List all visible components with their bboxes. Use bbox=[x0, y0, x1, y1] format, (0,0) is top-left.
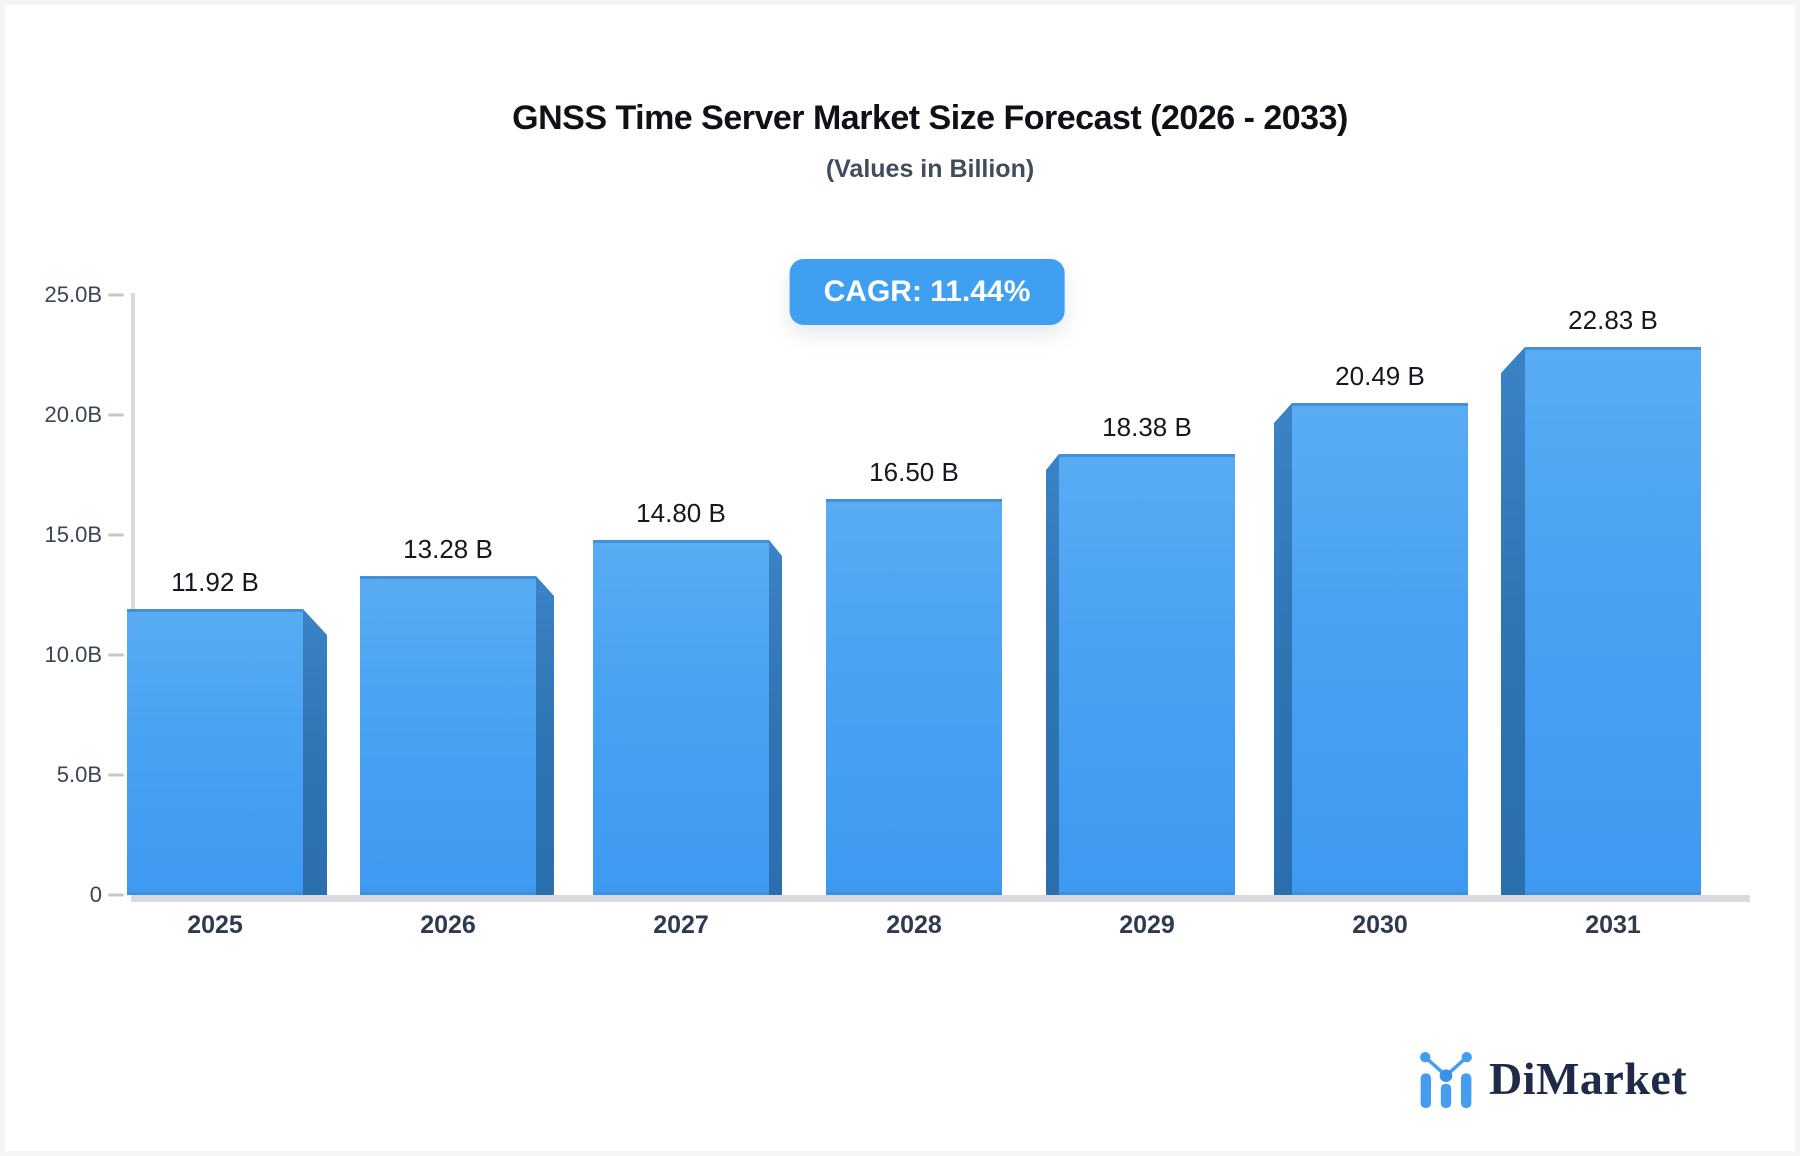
chart-card: GNSS Time Server Market Size Forecast (2… bbox=[5, 5, 1795, 1151]
x-axis-category-label: 2025 bbox=[187, 911, 243, 939]
bar-value-label: 22.83 B bbox=[1568, 305, 1658, 335]
bar-side-face bbox=[1046, 454, 1059, 895]
y-tick-label: 25.0B bbox=[44, 282, 103, 307]
chart-title: GNSS Time Server Market Size Forecast (2… bbox=[512, 99, 1348, 137]
cagr-badge: CAGR: 11.44% bbox=[789, 259, 1065, 325]
x-axis-category-label: 2028 bbox=[886, 911, 942, 939]
y-tick-mark bbox=[108, 413, 124, 417]
bar-2028 bbox=[826, 499, 1002, 895]
bar-side-face bbox=[303, 609, 327, 895]
bar-value-label: 20.49 B bbox=[1335, 361, 1425, 391]
bar-value-label: 13.28 B bbox=[403, 534, 493, 564]
bar-front-face bbox=[127, 609, 303, 895]
bar-side-face bbox=[536, 576, 554, 895]
bar-side-face bbox=[1501, 347, 1525, 895]
y-tick-label: 15.0B bbox=[44, 522, 103, 547]
bar-front-face bbox=[1059, 454, 1235, 895]
bar-value-label: 18.38 B bbox=[1102, 412, 1192, 442]
y-tick-mark bbox=[108, 773, 124, 777]
y-tick-label: 20.0B bbox=[44, 402, 103, 427]
dimarket-logo: DiMarket bbox=[1417, 1043, 1687, 1113]
y-tick-mark bbox=[108, 293, 124, 297]
bar-value-label: 14.80 B bbox=[636, 498, 726, 528]
bar-front-face bbox=[1292, 403, 1468, 895]
y-tick-label: 10.0B bbox=[44, 642, 103, 667]
chart-subtitle: (Values in Billion) bbox=[825, 155, 1035, 183]
y-tick-label: 0 bbox=[89, 882, 102, 907]
y-tick-mark bbox=[108, 533, 124, 537]
dimarket-logo-icon bbox=[1420, 1052, 1472, 1108]
bar-2025 bbox=[127, 609, 327, 895]
bar-value-label: 11.92 B bbox=[171, 567, 259, 597]
y-tick-label: 5.0B bbox=[56, 762, 102, 787]
x-axis-category-label: 2029 bbox=[1119, 911, 1175, 939]
x-axis-line bbox=[131, 895, 1750, 902]
bar-front-face bbox=[826, 499, 1002, 895]
bar-2031 bbox=[1501, 347, 1701, 895]
bar-2026 bbox=[360, 576, 554, 895]
bar-2027 bbox=[593, 540, 782, 895]
x-axis-category-label: 2031 bbox=[1585, 911, 1641, 939]
x-axis-category-label: 2027 bbox=[653, 911, 709, 939]
bar-front-face bbox=[360, 576, 536, 895]
bar-side-face bbox=[769, 540, 782, 895]
dimarket-logo-text: DiMarket bbox=[1489, 1052, 1688, 1104]
bar-front-face bbox=[1525, 347, 1701, 895]
x-axis-category-label: 2026 bbox=[420, 911, 476, 939]
bar-2029 bbox=[1046, 454, 1235, 895]
y-tick-mark bbox=[108, 893, 124, 897]
bar-side-face bbox=[1274, 403, 1292, 895]
y-tick-mark bbox=[108, 653, 124, 657]
bar-2030 bbox=[1274, 403, 1468, 895]
y-axis-line bbox=[131, 293, 135, 898]
bar-value-label: 16.50 B bbox=[869, 457, 959, 487]
bar-front-face bbox=[593, 540, 769, 895]
x-axis-category-label: 2030 bbox=[1352, 911, 1408, 939]
